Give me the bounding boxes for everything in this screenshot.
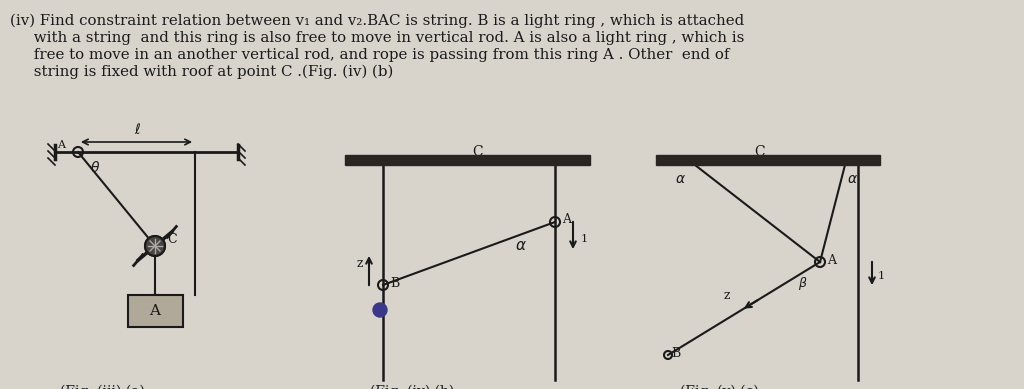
Text: (Fig. (iv) (b): (Fig. (iv) (b) xyxy=(370,385,455,389)
Circle shape xyxy=(145,236,165,256)
Text: 1: 1 xyxy=(581,234,588,244)
Circle shape xyxy=(373,303,387,317)
Text: $\alpha$: $\alpha$ xyxy=(675,172,686,186)
Text: A: A xyxy=(150,304,161,318)
Text: $\alpha$: $\alpha$ xyxy=(847,172,858,186)
Text: B: B xyxy=(390,277,399,290)
Text: $\beta$: $\beta$ xyxy=(798,275,808,292)
Text: C: C xyxy=(755,145,765,159)
Text: A: A xyxy=(57,140,65,150)
FancyBboxPatch shape xyxy=(128,295,183,327)
Text: A: A xyxy=(562,213,571,226)
Text: (iv) Find constraint relation between v₁ and v₂.BAC is string. B is a light ring: (iv) Find constraint relation between v₁… xyxy=(10,14,744,28)
Text: $\theta$: $\theta$ xyxy=(90,160,100,175)
Text: free to move in an another vertical rod, and rope is passing from this ring A . : free to move in an another vertical rod,… xyxy=(10,48,729,62)
Text: (Fig. (v) (c): (Fig. (v) (c) xyxy=(680,385,759,389)
Text: A: A xyxy=(827,254,836,267)
Text: z: z xyxy=(724,289,730,302)
Text: z: z xyxy=(357,257,364,270)
Text: C: C xyxy=(473,145,483,159)
Text: 1: 1 xyxy=(878,271,885,281)
Text: C: C xyxy=(167,233,176,246)
Text: B: B xyxy=(671,347,680,360)
Text: with a string  and this ring is also free to move in vertical rod. A is also a l: with a string and this ring is also free… xyxy=(10,31,744,45)
Text: string is fixed with roof at point C .(Fig. (iv) (b): string is fixed with roof at point C .(F… xyxy=(10,65,393,79)
Text: (Fig. (iii) (a): (Fig. (iii) (a) xyxy=(60,385,144,389)
Bar xyxy=(345,155,590,165)
Text: $\alpha$: $\alpha$ xyxy=(515,239,526,253)
Bar xyxy=(656,155,880,165)
Text: $\ell$: $\ell$ xyxy=(133,122,140,137)
